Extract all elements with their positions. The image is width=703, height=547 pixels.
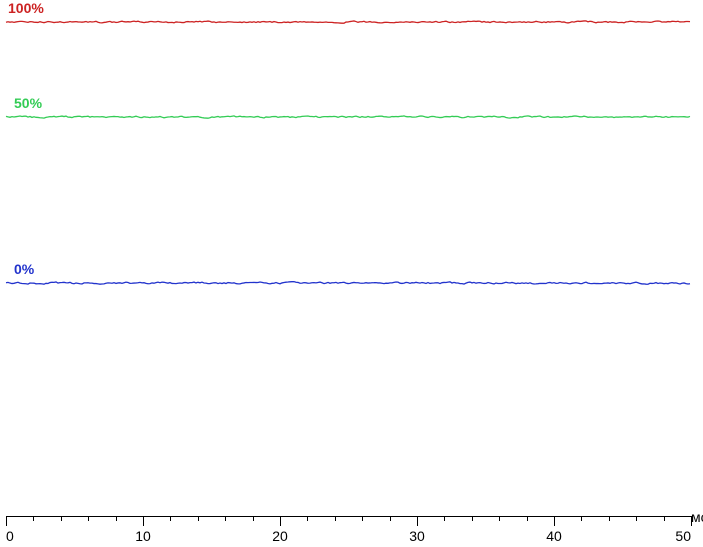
x-tick-minor xyxy=(444,516,445,521)
x-tick-minor xyxy=(88,516,89,521)
x-tick-minor xyxy=(362,516,363,521)
x-tick-major xyxy=(417,516,418,526)
oscilloscope-chart: 100% 50% 0% 0 10 20 30 40 50 мс xyxy=(0,0,703,547)
x-tick-label: 0 xyxy=(6,528,14,544)
x-tick-major xyxy=(554,516,555,526)
x-tick-label: 20 xyxy=(272,528,288,544)
x-axis-unit-label: мс xyxy=(691,509,703,525)
x-tick-minor xyxy=(307,516,308,521)
x-tick-label: 50 xyxy=(675,528,691,544)
trace-label-100pct: 100% xyxy=(8,1,44,15)
x-tick-minor xyxy=(61,516,62,521)
x-tick-minor xyxy=(33,516,34,521)
trace-label-0pct: 0% xyxy=(14,262,34,276)
trace-label-50pct: 50% xyxy=(14,96,42,110)
x-tick-minor xyxy=(116,516,117,521)
x-tick-major xyxy=(280,516,281,526)
x-tick-minor xyxy=(664,516,665,521)
x-tick-major xyxy=(6,516,7,526)
x-axis-line xyxy=(6,516,691,517)
x-tick-minor xyxy=(198,516,199,521)
x-tick-label: 10 xyxy=(135,528,151,544)
x-tick-major xyxy=(143,516,144,526)
trace-0pct xyxy=(6,0,691,520)
x-tick-minor xyxy=(527,516,528,521)
x-tick-minor xyxy=(609,516,610,521)
x-tick-minor xyxy=(390,516,391,521)
x-tick-minor xyxy=(472,516,473,521)
x-tick-minor xyxy=(499,516,500,521)
x-tick-minor xyxy=(253,516,254,521)
plot-area xyxy=(6,0,691,520)
x-tick-label: 30 xyxy=(409,528,425,544)
x-tick-minor xyxy=(581,516,582,521)
x-tick-label: 40 xyxy=(546,528,562,544)
x-tick-minor xyxy=(636,516,637,521)
x-tick-minor xyxy=(170,516,171,521)
x-tick-minor xyxy=(225,516,226,521)
x-tick-minor xyxy=(335,516,336,521)
